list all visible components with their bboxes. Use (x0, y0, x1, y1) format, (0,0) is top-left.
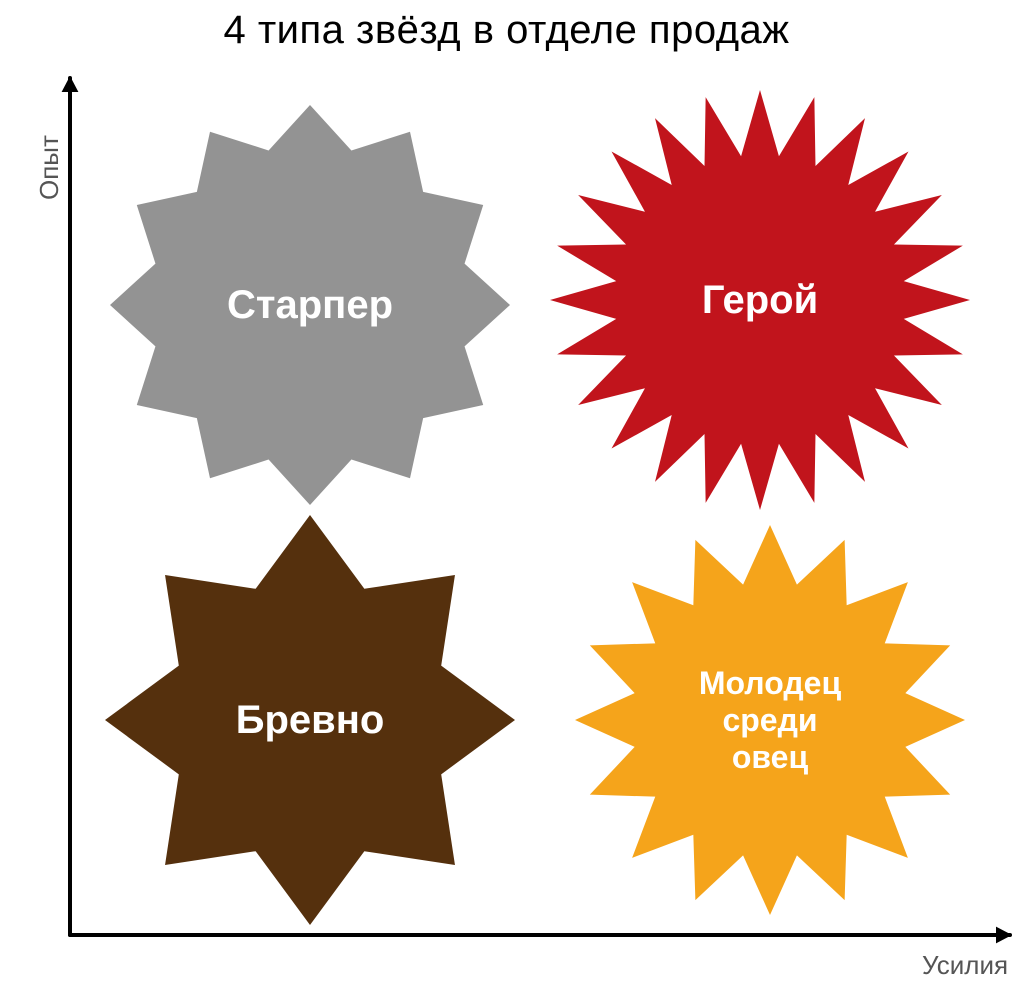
star-molodets: Молодец среди овец (573, 523, 967, 917)
star-hero: Герой (548, 88, 972, 512)
star-label-molodets: Молодец среди овец (699, 665, 841, 775)
star-label-brevno: Бревно (236, 697, 385, 743)
star-brevno: Бревно (103, 513, 517, 927)
star-label-hero: Герой (702, 277, 818, 323)
x-axis-label: Усилия (922, 950, 1008, 981)
star-starper: Старпер (108, 103, 512, 507)
star-label-starper: Старпер (227, 282, 393, 328)
y-axis-label: Опыт (34, 135, 65, 200)
infographic-stage: 4 типа звёзд в отделе продаж Опыт Усилия… (0, 0, 1013, 984)
